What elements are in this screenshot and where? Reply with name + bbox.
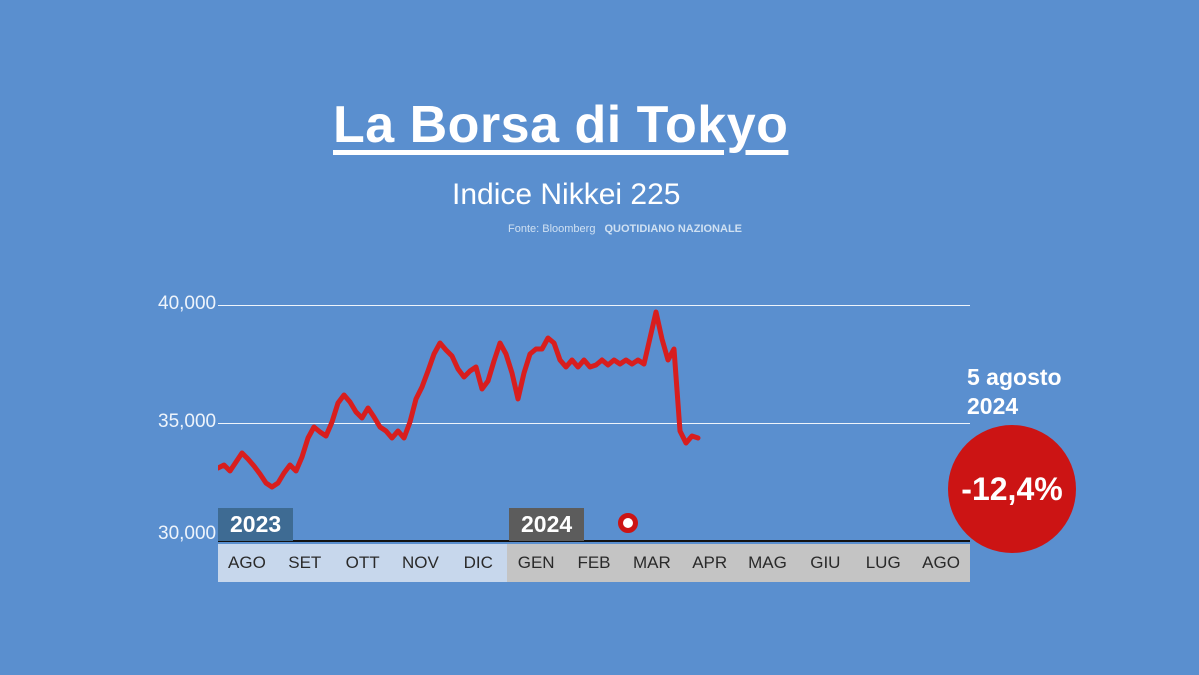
month-cell-lug24[interactable]: LUG [854,544,912,582]
year-label-2023[interactable]: 2023 [218,508,293,541]
callout-date-label: 5 agosto 2024 [967,363,1062,421]
month-cell-ott23[interactable]: OTT [334,544,392,582]
month-label-row: AGO SET OTT NOV DIC GEN FEB MAR APR MAG … [218,544,970,582]
chart-plot-area: 40,000 35,000 30,000 [158,285,970,540]
month-cell-feb24[interactable]: FEB [565,544,623,582]
chart-title: La Borsa di Tokyo [333,95,788,155]
month-cell-giu24[interactable]: GIU [796,544,854,582]
month-cell-gen24[interactable]: GEN [507,544,565,582]
yaxis-label-30000: 30,000 [158,523,216,545]
month-cell-set23[interactable]: SET [276,544,334,582]
yaxis-label-40000: 40,000 [158,293,216,315]
month-cell-ago23[interactable]: AGO [218,544,276,582]
source-attribution: Fonte: Bloomberg QUOTIDIANO NAZIONALE [508,223,742,235]
nikkei-line-series[interactable] [218,285,970,540]
month-cell-mar24[interactable]: MAR [623,544,681,582]
callout-percent-badge[interactable]: -12,4% [948,425,1076,553]
source-fonte-label: Fonte: Bloomberg [508,223,595,235]
month-cell-nov23[interactable]: NOV [392,544,450,582]
year-label-2024[interactable]: 2024 [509,508,584,541]
source-publisher-label: QUOTIDIANO NAZIONALE [605,223,743,235]
timeline-divider-bar [218,540,970,542]
yaxis-label-35000: 35,000 [158,411,216,433]
month-cell-mag24[interactable]: MAG [739,544,797,582]
data-point-marker-aug2024[interactable] [618,513,638,533]
chart-subtitle: Indice Nikkei 225 [452,178,680,212]
tokyo-stock-chart: La Borsa di Tokyo Indice Nikkei 225 Font… [0,0,1199,675]
month-cell-ago24[interactable]: AGO [912,544,970,582]
month-cell-apr24[interactable]: APR [681,544,739,582]
month-cell-dic23[interactable]: DIC [449,544,507,582]
